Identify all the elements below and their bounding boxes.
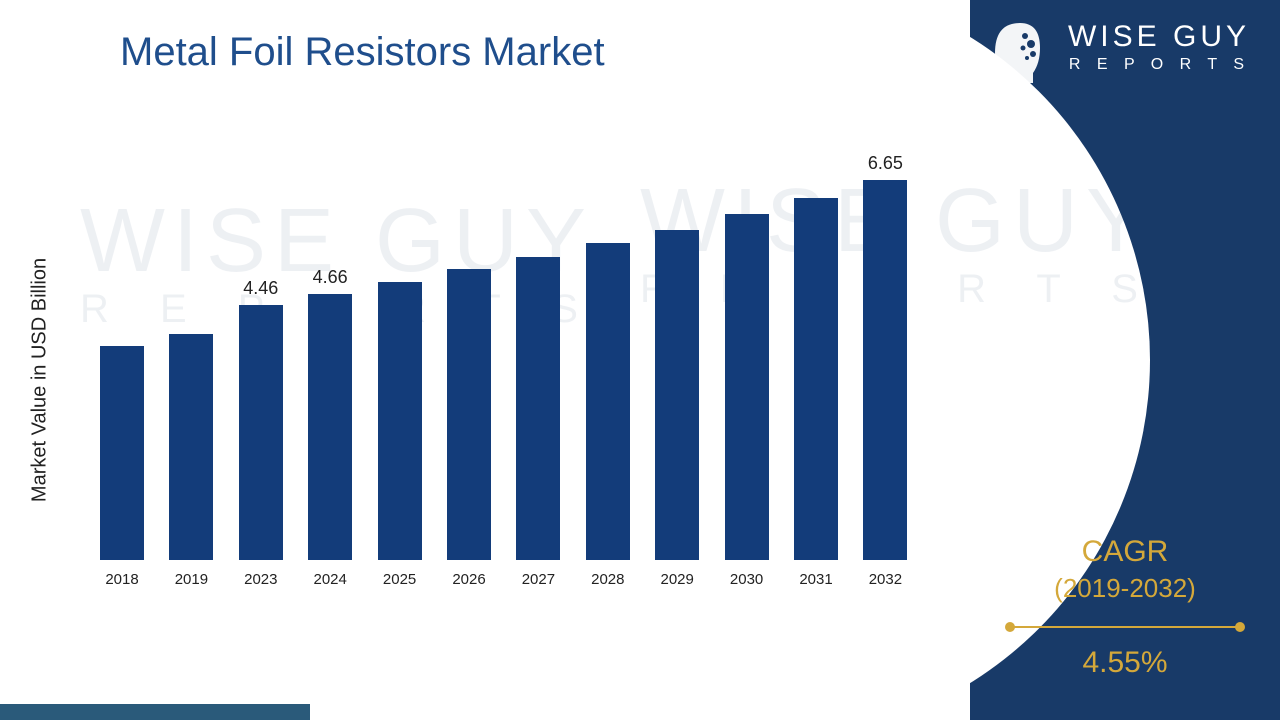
bar-chart: Market Value in USD Billion 4.464.666.65… (60, 160, 940, 600)
logo-main-text: WISE GUY (1068, 20, 1250, 54)
bar (794, 198, 838, 560)
x-tick-label: 2023 (244, 571, 277, 588)
x-tick-label: 2025 (383, 571, 416, 588)
plot-area: 4.464.666.65 (100, 160, 940, 560)
cagr-block: CAGR (2019-2032) 4.55% (1000, 535, 1250, 680)
x-tick-label: 2031 (799, 571, 832, 588)
bar (169, 334, 213, 560)
x-tick-label: 2026 (452, 571, 485, 588)
cagr-divider (1010, 626, 1240, 628)
bar (239, 305, 283, 560)
bottom-accent-bar (0, 704, 310, 720)
infographic-canvas: WISE GUY R E P O R T S WISE GUY R E P O … (0, 0, 1280, 720)
bar-value-label: 4.46 (243, 278, 278, 299)
brand-logo: WISE GUY R E P O R T S (1068, 20, 1250, 74)
cagr-value: 4.55% (1000, 646, 1250, 680)
bar (100, 346, 144, 560)
bar (725, 214, 769, 560)
x-tick-label: 2030 (730, 571, 763, 588)
logo-sub-text: R E P O R T S (1068, 56, 1250, 74)
y-axis-label: Market Value in USD Billion (29, 258, 52, 502)
bar (863, 180, 907, 560)
cagr-label: CAGR (1000, 535, 1250, 569)
x-tick-label: 2032 (869, 571, 902, 588)
cagr-period: (2019-2032) (1000, 573, 1250, 604)
bar (516, 257, 560, 560)
x-tick-label: 2024 (314, 571, 347, 588)
chart-title: Metal Foil Resistors Market (120, 30, 605, 75)
bar (655, 230, 699, 560)
x-tick-label: 2018 (105, 571, 138, 588)
bar (447, 269, 491, 560)
bar (308, 294, 352, 560)
bar-value-label: 6.65 (868, 153, 903, 174)
logo-head-icon (985, 18, 1045, 88)
bar (378, 282, 422, 560)
bar-value-label: 4.66 (313, 267, 348, 288)
x-tick-label: 2028 (591, 571, 624, 588)
x-tick-label: 2029 (661, 571, 694, 588)
x-tick-label: 2027 (522, 571, 555, 588)
bar (586, 243, 630, 560)
x-tick-label: 2019 (175, 571, 208, 588)
